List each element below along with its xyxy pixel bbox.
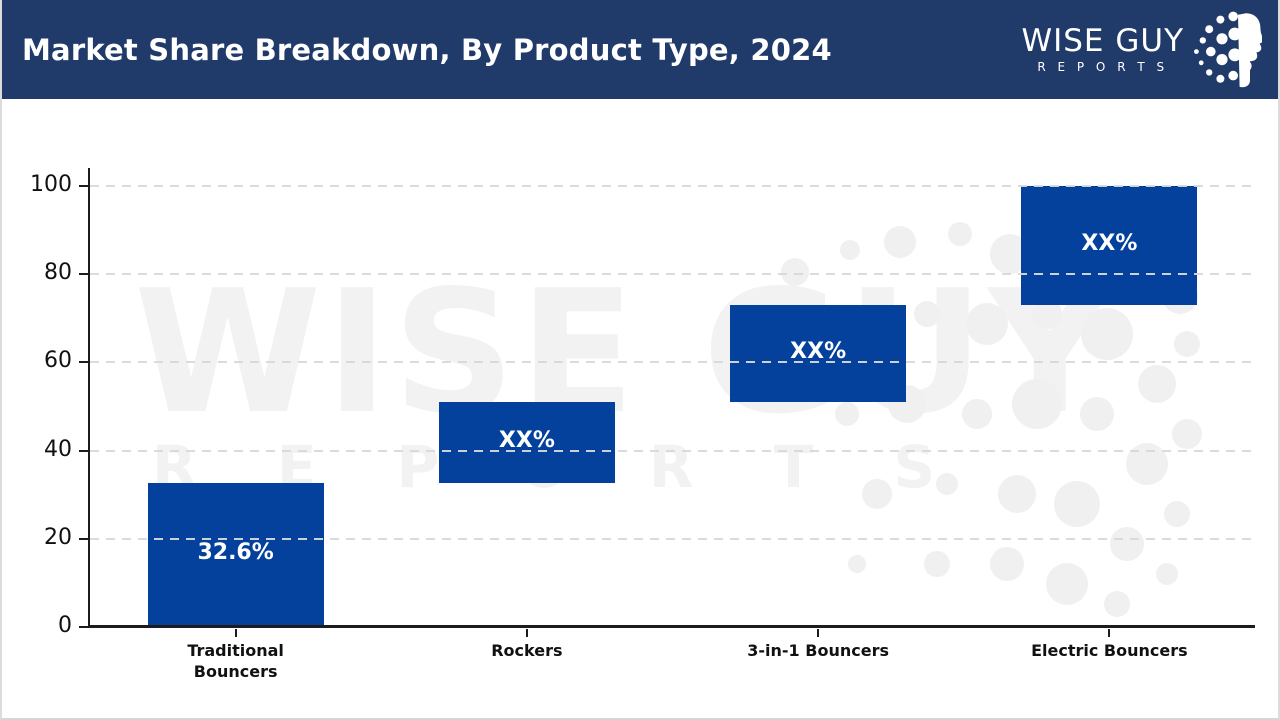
wiseguy-logo: WISE GUY R E P O R T S — [1021, 8, 1262, 92]
gridline-100 — [90, 185, 1255, 187]
x-axis-line — [88, 625, 1255, 628]
watermark-name: WISE GUY — [134, 254, 1116, 452]
y-tick-mark — [79, 449, 88, 452]
wiseguy-logo-text: WISE GUY R E P O R T S — [1021, 25, 1184, 74]
y-tick-mark — [79, 537, 88, 540]
bar-value-label: XX% — [1081, 230, 1138, 256]
x-tick-label: 3-in-1 Bouncers — [747, 641, 889, 660]
y-tick-mark — [79, 626, 88, 628]
y-tick-label: 60 — [44, 348, 72, 374]
y-tick-label: 80 — [44, 260, 72, 286]
gridline-40 — [90, 449, 1255, 452]
y-tick-label: 20 — [44, 524, 72, 550]
x-tick-mark — [817, 629, 820, 637]
y-tick-label: 100 — [30, 172, 72, 197]
y-tick-label: 0 — [58, 613, 72, 638]
header-bar: Market Share Breakdown, By Product Type,… — [2, 0, 1278, 99]
y-axis-line — [88, 168, 90, 627]
plot-area: 0 20 40 60 80 100 32.6% Traditional Bouncers XX%… — [30, 168, 1255, 681]
wiseguy-head-icon — [1194, 11, 1262, 87]
bar-3 — [730, 305, 907, 403]
bar-4 — [1021, 186, 1198, 306]
logo-subtitle: R E P O R T S — [1037, 59, 1169, 74]
y-tick-mark — [79, 361, 88, 364]
bar-value-label: XX% — [498, 427, 555, 453]
bar-value-label: 32.6% — [197, 540, 274, 566]
x-tick-mark — [234, 629, 237, 637]
logo-name: WISE GUY — [1021, 23, 1184, 60]
y-tick-label: 40 — [44, 436, 72, 462]
x-tick-label: Rockers — [491, 641, 563, 660]
bar-2 — [438, 402, 615, 484]
gridline-20 — [90, 537, 1255, 540]
y-tick-mark — [79, 185, 88, 187]
x-tick-label: Electric Bouncers — [1031, 641, 1188, 660]
chart-title: Market Share Breakdown, By Product Type,… — [22, 32, 832, 67]
bar-value-label: XX% — [790, 338, 847, 364]
bar-1 — [147, 483, 324, 627]
x-tick-mark — [1108, 629, 1111, 637]
gridline-80 — [90, 273, 1255, 276]
gridline-60 — [90, 361, 1255, 364]
x-tick-label: Traditional Bouncers — [187, 641, 284, 681]
x-tick-mark — [525, 629, 528, 637]
y-tick-mark — [79, 273, 88, 276]
